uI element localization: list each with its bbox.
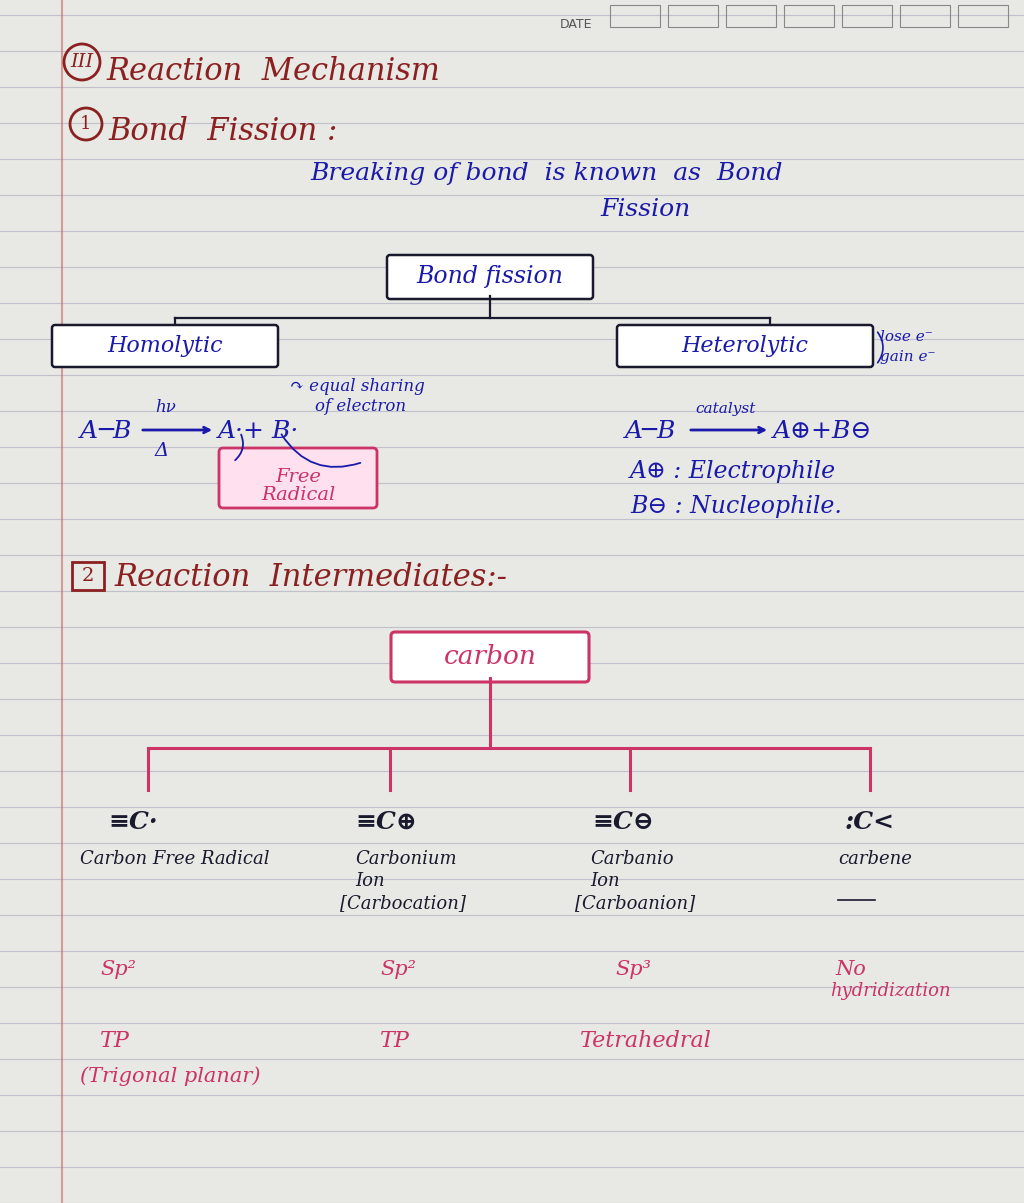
Text: Homolytic: Homolytic xyxy=(108,334,223,357)
Bar xyxy=(958,5,1008,26)
Text: ↷ equal sharing: ↷ equal sharing xyxy=(290,378,425,395)
Text: DATE: DATE xyxy=(560,18,593,31)
Text: catalyst: catalyst xyxy=(695,402,756,416)
FancyBboxPatch shape xyxy=(391,632,589,682)
FancyBboxPatch shape xyxy=(52,325,278,367)
Text: Ion: Ion xyxy=(590,872,620,890)
Text: Reaction  Mechanism: Reaction Mechanism xyxy=(106,57,439,87)
Text: of electron: of electron xyxy=(315,398,407,415)
Bar xyxy=(842,5,892,26)
Bar xyxy=(668,5,718,26)
FancyBboxPatch shape xyxy=(219,448,377,508)
Text: carbene: carbene xyxy=(838,851,912,869)
Text: Carbon Free Radical: Carbon Free Radical xyxy=(80,851,269,869)
Text: ≡C·: ≡C· xyxy=(108,810,158,834)
Bar xyxy=(72,562,104,589)
Bar xyxy=(784,5,834,26)
Text: A─B: A─B xyxy=(625,420,677,443)
Bar xyxy=(726,5,776,26)
Text: A: A xyxy=(80,420,98,443)
Text: Sp²: Sp² xyxy=(100,960,136,979)
Text: Carbanio: Carbanio xyxy=(590,851,674,869)
Text: B⊖ : Nucleophile.: B⊖ : Nucleophile. xyxy=(630,494,842,518)
Text: Heterolytic: Heterolytic xyxy=(682,334,809,357)
Text: TP: TP xyxy=(100,1030,130,1051)
Bar xyxy=(900,5,950,26)
Text: :C<: :C< xyxy=(845,810,895,834)
Text: A·+ B·: A·+ B· xyxy=(218,420,299,443)
Text: TP: TP xyxy=(380,1030,410,1051)
Text: Tetrahedral: Tetrahedral xyxy=(580,1030,712,1051)
Text: ≡C⊖: ≡C⊖ xyxy=(592,810,654,834)
Text: ─B: ─B xyxy=(98,420,131,443)
Text: Δ: Δ xyxy=(155,442,169,460)
Text: Radical: Radical xyxy=(261,486,335,504)
Bar xyxy=(610,5,660,26)
FancyBboxPatch shape xyxy=(617,325,873,367)
Text: lose e⁻: lose e⁻ xyxy=(880,330,933,344)
Text: No: No xyxy=(835,960,866,979)
Text: A⊕ : Electrophile: A⊕ : Electrophile xyxy=(630,460,837,482)
Text: [Carbocation]: [Carbocation] xyxy=(340,894,466,912)
Text: Free: Free xyxy=(275,468,321,486)
Text: Fission: Fission xyxy=(600,198,690,221)
Text: Ion: Ion xyxy=(355,872,385,890)
Text: 2: 2 xyxy=(82,567,94,585)
Text: Sp²: Sp² xyxy=(380,960,416,979)
Text: Carbonium: Carbonium xyxy=(355,851,457,869)
Text: A⊕+B⊖: A⊕+B⊖ xyxy=(773,420,872,443)
Text: (Trigonal planar): (Trigonal planar) xyxy=(80,1066,260,1085)
Text: carbon: carbon xyxy=(443,645,537,670)
Text: Bond fission: Bond fission xyxy=(417,266,563,289)
Text: III: III xyxy=(71,53,93,71)
Text: 1: 1 xyxy=(80,115,92,134)
Text: hydridization: hydridization xyxy=(830,982,950,1000)
Text: Bond  Fission :: Bond Fission : xyxy=(108,115,337,147)
Text: [Carboanion]: [Carboanion] xyxy=(575,894,695,912)
Text: hν: hν xyxy=(155,399,176,416)
Text: gain e⁻: gain e⁻ xyxy=(880,350,936,365)
Text: ≡C⊕: ≡C⊕ xyxy=(355,810,417,834)
Text: Reaction  Intermediates:-: Reaction Intermediates:- xyxy=(114,562,507,593)
Text: Sp³: Sp³ xyxy=(615,960,651,979)
FancyBboxPatch shape xyxy=(387,255,593,300)
Text: Breaking of bond  is known  as  Bond: Breaking of bond is known as Bond xyxy=(310,162,782,185)
